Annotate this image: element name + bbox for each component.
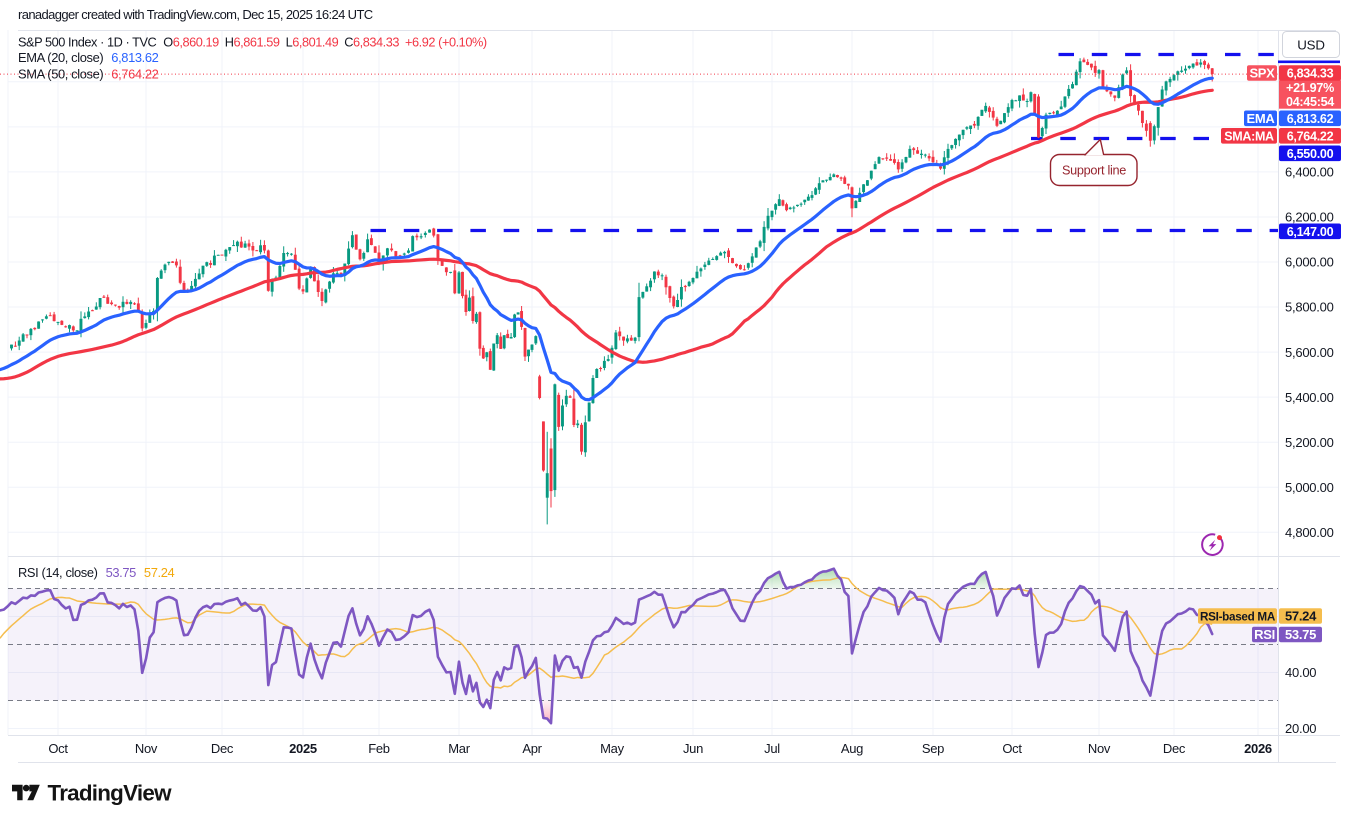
svg-text:20.00: 20.00 xyxy=(1285,721,1316,736)
svg-text:6,813.62: 6,813.62 xyxy=(1287,112,1334,126)
svg-text:USD: USD xyxy=(1297,37,1324,52)
svg-text:Jun: Jun xyxy=(683,741,703,756)
svg-text:57.24: 57.24 xyxy=(1285,609,1317,624)
svg-text:04:45:54: 04:45:54 xyxy=(1286,95,1334,109)
svg-text:6,400.00: 6,400.00 xyxy=(1285,165,1334,180)
svg-text:53.75: 53.75 xyxy=(1285,627,1316,642)
svg-text:Aug: Aug xyxy=(841,741,863,756)
svg-text:Jul: Jul xyxy=(764,741,780,756)
svg-text:Dec: Dec xyxy=(1163,741,1186,756)
svg-text:6,764.22: 6,764.22 xyxy=(1287,129,1334,143)
svg-text:ranadagger created with Tradin: ranadagger created with TradingView.com,… xyxy=(18,7,373,22)
svg-text:EMA: EMA xyxy=(1247,111,1276,126)
svg-text:5,800.00: 5,800.00 xyxy=(1285,300,1334,315)
svg-text:6,147.00: 6,147.00 xyxy=(1287,225,1334,239)
svg-text:5,600.00: 5,600.00 xyxy=(1285,345,1334,360)
svg-text:RSI-based MA: RSI-based MA xyxy=(1200,611,1276,624)
svg-text:5,400.00: 5,400.00 xyxy=(1285,390,1334,405)
svg-text:Apr: Apr xyxy=(522,741,542,756)
svg-text:6,550.00: 6,550.00 xyxy=(1287,147,1334,161)
svg-text:EMA (20, close)6,813.62: EMA (20, close) 6,813.62 xyxy=(18,50,159,65)
svg-text:Sep: Sep xyxy=(922,741,944,756)
svg-text:Dec: Dec xyxy=(211,741,234,756)
svg-text:May: May xyxy=(600,741,624,756)
svg-text:Support line: Support line xyxy=(1062,164,1126,178)
svg-text:SMA:MA: SMA:MA xyxy=(1224,129,1274,143)
svg-text:Oct: Oct xyxy=(1002,741,1022,756)
svg-text:6,834.33: 6,834.33 xyxy=(1287,67,1334,81)
svg-text:SMA (50, close)6,764.22: SMA (50, close) 6,764.22 xyxy=(18,67,159,82)
svg-text:Nov: Nov xyxy=(1088,741,1111,756)
svg-text:5,000.00: 5,000.00 xyxy=(1285,480,1334,495)
svg-text:Nov: Nov xyxy=(135,741,158,756)
svg-text:Mar: Mar xyxy=(448,741,470,756)
svg-text:+21.97%: +21.97% xyxy=(1286,81,1334,95)
svg-text:SPX: SPX xyxy=(1249,66,1275,81)
svg-text:2025: 2025 xyxy=(289,741,317,756)
svg-text:Feb: Feb xyxy=(368,741,390,756)
svg-text:TradingView: TradingView xyxy=(48,781,173,806)
svg-text:2026: 2026 xyxy=(1244,741,1272,756)
svg-text:Oct: Oct xyxy=(48,741,68,756)
svg-text:RSI: RSI xyxy=(1254,627,1275,642)
svg-text:40.00: 40.00 xyxy=(1285,665,1316,680)
svg-text:6,200.00: 6,200.00 xyxy=(1285,210,1334,225)
svg-text:4,800.00: 4,800.00 xyxy=(1285,525,1334,540)
svg-text:5,200.00: 5,200.00 xyxy=(1285,435,1334,450)
svg-text:6,000.00: 6,000.00 xyxy=(1285,255,1334,270)
